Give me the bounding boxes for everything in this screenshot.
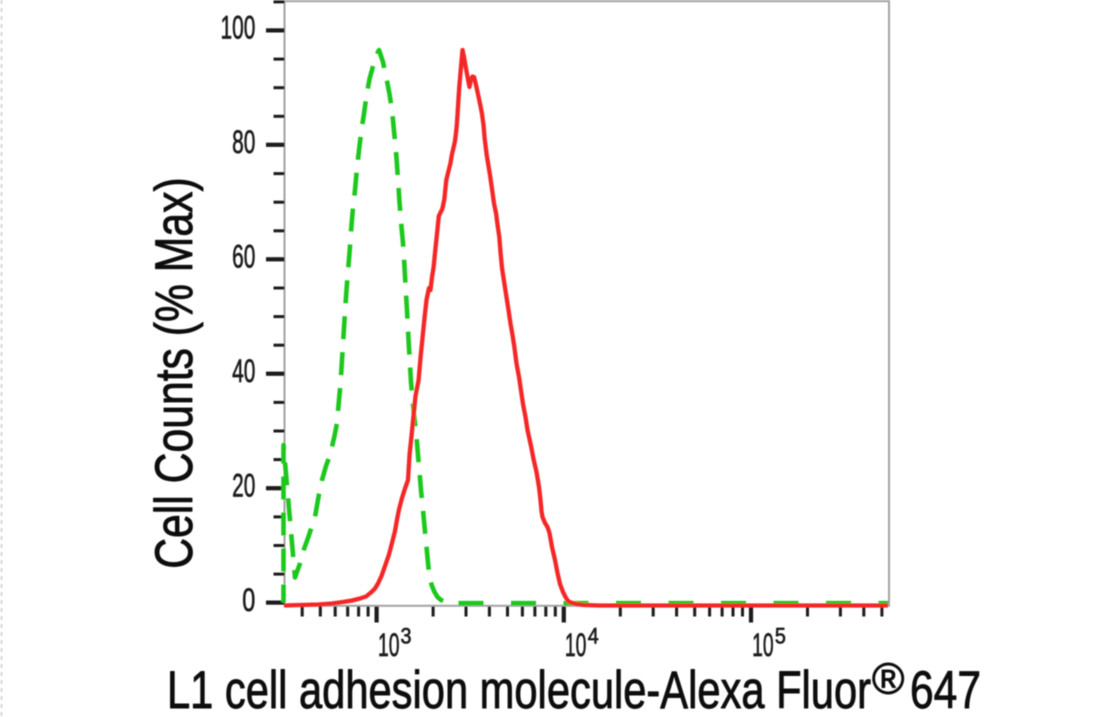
svg-text:80: 80	[232, 124, 255, 160]
svg-text:10: 10	[378, 627, 400, 663]
svg-text:3: 3	[401, 624, 412, 649]
svg-text:10: 10	[565, 627, 587, 663]
svg-text:Cell Counts (% Max): Cell Counts (% Max)	[145, 177, 204, 569]
svg-text:647: 647	[910, 661, 981, 717]
svg-text:40: 40	[232, 353, 255, 389]
svg-text:10: 10	[752, 627, 774, 663]
svg-text:0: 0	[242, 582, 255, 618]
svg-text:100: 100	[221, 10, 256, 46]
svg-text:5: 5	[775, 624, 786, 649]
svg-text:L1 cell adhesion molecule-Alex: L1 cell adhesion molecule-Alexa Fluor	[167, 661, 871, 717]
svg-text:60: 60	[232, 239, 255, 275]
svg-text:®: ®	[872, 655, 904, 704]
svg-text:4: 4	[588, 624, 599, 649]
svg-text:20: 20	[232, 467, 255, 503]
